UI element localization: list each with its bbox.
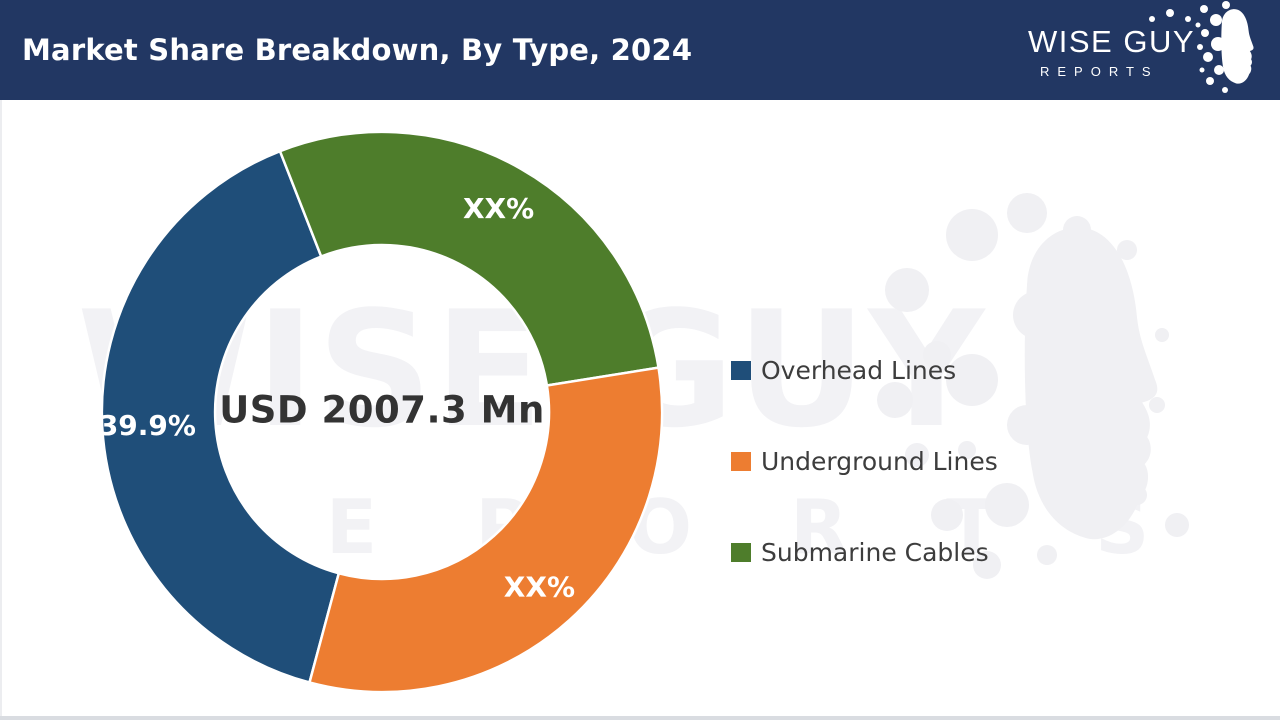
legend-swatch-underground <box>731 451 751 471</box>
bottom-edge-bar <box>0 716 1280 720</box>
logo-face-icon <box>1149 1 1254 93</box>
chart-canvas: WISE GUY R E P O R T S Overhead Lines <box>0 100 1280 720</box>
legend-label: Submarine Cables <box>761 537 989 567</box>
legend-item-overhead-lines: Overhead Lines <box>731 355 998 385</box>
legend-swatch-submarine <box>731 542 751 562</box>
logo-subtext: REPORTS <box>1040 64 1159 79</box>
wiseguy-logo: WISE GUY REPORTS <box>1020 0 1270 100</box>
legend-item-underground-lines: Underground Lines <box>731 446 998 476</box>
legend-label: Overhead Lines <box>761 355 957 385</box>
watermark-face-icon <box>877 193 1189 579</box>
page-title: Market Share Breakdown, By Type, 2024 <box>22 33 693 67</box>
donut-center-value: USD 2007.3 Mn <box>219 388 545 432</box>
legend-label: Underground Lines <box>761 446 998 476</box>
legend-item-submarine-cables: Submarine Cables <box>731 537 998 567</box>
logo-wordmark: WISE GUY <box>1028 24 1196 59</box>
header-bar: Market Share Breakdown, By Type, 2024 WI… <box>0 0 1280 100</box>
chart-legend: Overhead Lines Underground Lines Submari… <box>731 355 998 631</box>
legend-swatch-overhead <box>731 360 751 380</box>
